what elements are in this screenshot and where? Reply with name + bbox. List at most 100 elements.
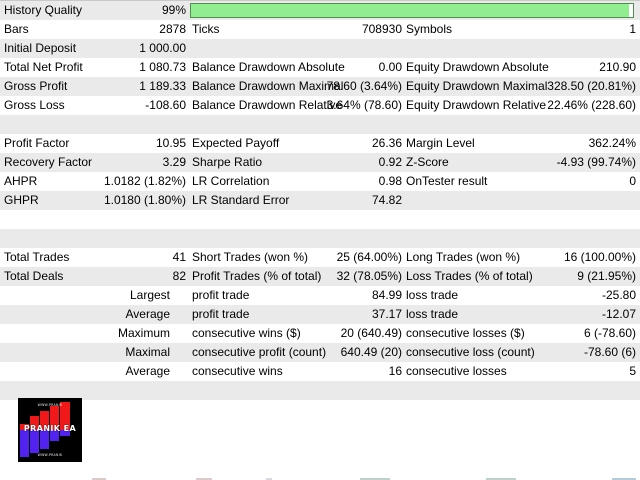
metric-label-col2: Expected Payoff <box>192 136 280 150</box>
metric-label-col2: Balance Drawdown Maximal <box>192 79 344 93</box>
table-row: Recovery Factor 3.29 Sharpe Ratio 0.92 Z-Sco… <box>0 153 640 172</box>
row-qualifier-label: Maximum <box>117 326 170 340</box>
metric-value-col2: 78.60 (3.64%) <box>326 79 402 93</box>
metric-label-col3: Equity Drawdown Maximal <box>406 79 548 93</box>
logo-title: PRANIK EA <box>23 424 77 433</box>
metric-value-col3: 210.90 <box>599 60 636 74</box>
metric-label-col3: Loss Trades (% of total) <box>406 269 533 283</box>
metric-label-col3: Symbols <box>406 22 453 36</box>
metric-label-col3: loss trade <box>406 288 459 302</box>
metric-value-col1: 2878 <box>159 22 186 36</box>
metric-label-col2: LR Correlation <box>192 174 270 188</box>
logo-down-bar <box>30 430 39 453</box>
metric-label-col3: consecutive losses <box>406 364 507 378</box>
logo-up-bar <box>40 411 49 430</box>
metric-label-col2: Profit Trades (% of total) <box>192 269 322 283</box>
table-row: GHPR 1.0180 (1.80%) LR Standard Error 74.82 <box>0 191 640 210</box>
metric-value-col3: 362.24% <box>588 136 636 150</box>
metric-label-col2: Sharpe Ratio <box>192 155 263 169</box>
metric-value-col3: -12.07 <box>601 307 636 321</box>
metric-label-col3: Z-Score <box>406 155 449 169</box>
row-qualifier-label: Maximal <box>125 345 170 359</box>
metric-value-col3: -78.60 (6) <box>583 345 636 359</box>
metric-value-col1: 82 <box>172 269 186 283</box>
metric-label-col3: loss trade <box>406 307 459 321</box>
metric-value-col1: 1 000.00 <box>139 41 186 55</box>
metric-label-col2: Short Trades (won %) <box>192 250 309 264</box>
metric-label-col1: Profit Factor <box>4 136 70 150</box>
metric-value-col3: 1 <box>629 22 636 36</box>
metric-value-col3: 5 <box>629 364 636 378</box>
metric-value-col3: 0 <box>629 174 636 188</box>
report-rows: History Quality 99% Bars 2878 Ticks 708930 Sym… <box>0 1 640 400</box>
metric-label-col2: Balance Drawdown Relative <box>192 98 343 112</box>
metric-label-col3: Long Trades (won %) <box>406 250 521 264</box>
report-top-divider <box>0 0 640 1</box>
logo-up-bar <box>20 424 29 430</box>
metric-value-col2: 0.92 <box>378 155 402 169</box>
metric-value-col2: 640.49 (20) <box>340 345 402 359</box>
logo-down-bar <box>40 430 49 449</box>
table-row: Average consecutive wins 16 consecutive los… <box>0 362 640 381</box>
metric-value-col1: -108.60 <box>145 98 186 112</box>
logo-up-bar <box>60 402 70 430</box>
metric-value-col3: 9 (21.95%) <box>577 269 636 283</box>
metric-value-col2: 32 (78.05%) <box>336 269 402 283</box>
metric-label-col3: consecutive loss (count) <box>406 345 535 359</box>
metric-value-col2: 26.36 <box>371 136 402 150</box>
metric-label-col3: Margin Level <box>406 136 475 150</box>
section-spacer <box>0 229 640 248</box>
metric-value-col2: 37.17 <box>371 307 402 321</box>
metric-value-col2: 84.99 <box>371 288 402 302</box>
metric-value-col3: 16 (100.00%) <box>563 250 636 264</box>
metric-value-col2: 0.98 <box>378 174 402 188</box>
metric-value-col1: 3.29 <box>162 155 186 169</box>
clipped-mark <box>92 478 106 480</box>
logo-up-bar <box>30 416 39 430</box>
clipped-mark <box>612 478 636 480</box>
metric-value-col3: 22.46% (228.60) <box>547 98 636 112</box>
metric-value-col1: 1 189.33 <box>139 79 186 93</box>
logo-down-bar <box>20 430 29 457</box>
metric-label-col2: profit trade <box>192 288 250 302</box>
metric-label-col2: consecutive wins ($) <box>192 326 301 340</box>
metric-value-col1: 1.0182 (1.82%) <box>103 174 186 188</box>
metric-value-col3: 328.50 (20.81%) <box>547 79 636 93</box>
table-row: Maximum consecutive wins ($) 20 (640.49) co… <box>0 324 640 343</box>
history-quality-bar <box>190 3 634 18</box>
metric-value-col2: 20 (640.49) <box>340 326 402 340</box>
metric-label-col1: Recovery Factor <box>4 155 93 169</box>
metric-label-col2: Ticks <box>192 22 220 36</box>
metric-value-col1: 41 <box>172 250 186 264</box>
clipped-mark <box>266 478 272 480</box>
section-spacer <box>0 210 640 229</box>
metric-value-col2: 25 (64.00%) <box>336 250 402 264</box>
metric-label-col3: OnTester result <box>406 174 488 188</box>
metric-label-col2: Balance Drawdown Absolute <box>192 60 345 74</box>
metric-value-col3: 6 (-78.60) <box>583 326 636 340</box>
history-quality-bar-fill <box>191 4 629 17</box>
metric-value-col2: 708930 <box>361 22 402 36</box>
history-quality-label: History Quality <box>4 3 83 17</box>
table-row: Average profit trade 37.17 loss trade -12.07 <box>0 305 640 324</box>
table-row: Initial Deposit 1 000.00 <box>0 39 640 58</box>
metric-label-col1: Total Net Profit <box>4 60 83 74</box>
section-spacer <box>0 115 640 134</box>
logo-subtitle-top: WWW.PRANIK <box>37 403 63 407</box>
logo-bar-graphic <box>18 398 82 462</box>
metric-value-col1: 1.0180 (1.80%) <box>103 193 186 207</box>
row-qualifier-label: Largest <box>129 288 170 302</box>
table-row: Gross Loss -108.60 Balance Drawdown Relati… <box>0 96 640 115</box>
metric-value-col1: 10.95 <box>155 136 186 150</box>
row-qualifier-label: Average <box>125 307 170 321</box>
metric-value-col2: 74.82 <box>371 193 402 207</box>
metric-value-col3: -25.80 <box>601 288 636 302</box>
logo-down-bar <box>50 430 59 441</box>
metric-value-col2: 0.00 <box>378 60 402 74</box>
metric-label-col1: Bars <box>4 22 29 36</box>
metric-label-col1: GHPR <box>4 193 39 207</box>
metric-label-col1: Gross Profit <box>4 79 68 93</box>
logo-up-bar <box>50 406 59 430</box>
clipped-mark <box>360 478 390 480</box>
metric-value-col1: 1 080.73 <box>139 60 186 74</box>
